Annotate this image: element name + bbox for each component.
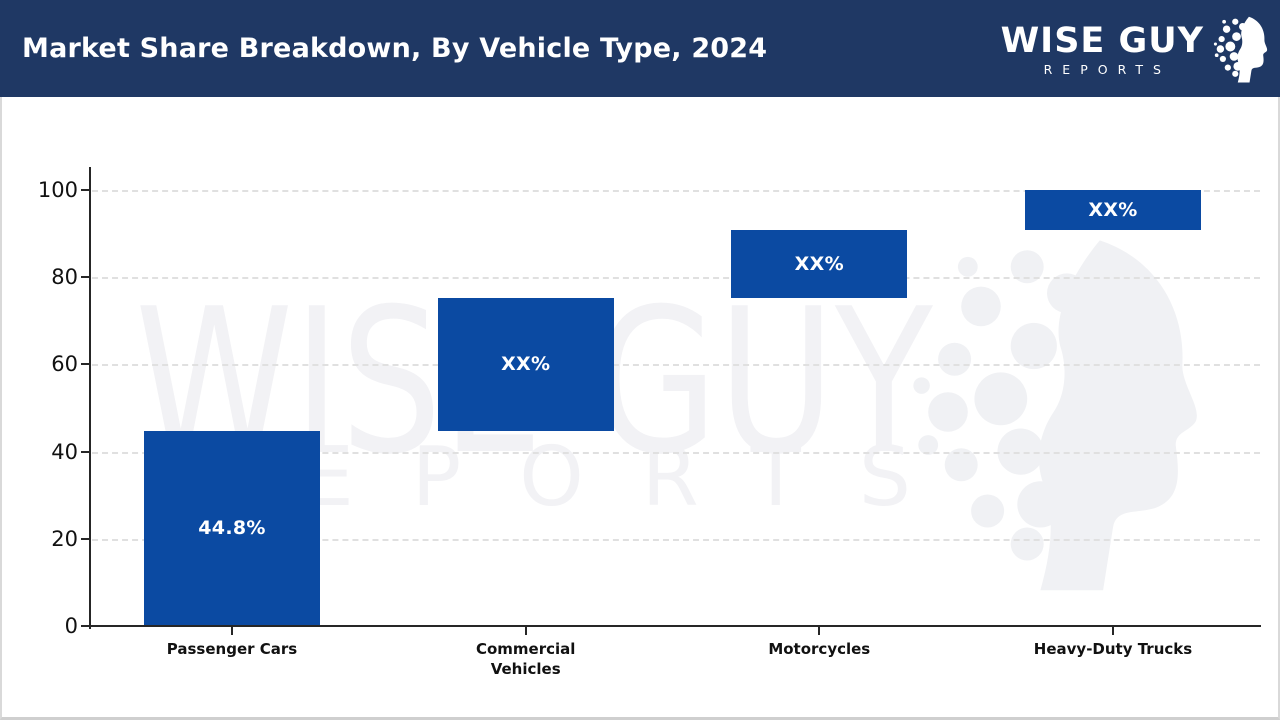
x-category-label: Passenger Cars bbox=[112, 639, 352, 659]
gridline-60 bbox=[92, 364, 1260, 367]
head-silhouette-logo-icon bbox=[1213, 16, 1268, 82]
bar-segment: XX% bbox=[1025, 189, 1201, 230]
y-tick-mark-0 bbox=[81, 625, 89, 627]
brand-wordmark: WISE GUY REPORTS bbox=[1000, 21, 1204, 78]
x-category-label: Commercial Vehicles bbox=[406, 639, 646, 680]
brand-name-text: WISE GUY bbox=[1000, 21, 1204, 61]
y-tick-label-40: 40 bbox=[51, 439, 78, 464]
gridline-20 bbox=[92, 538, 1260, 541]
bar-value-label: XX% bbox=[794, 252, 844, 275]
x-axis-line bbox=[89, 625, 1261, 627]
brand-logo: WISE GUY REPORTS bbox=[1001, 0, 1270, 97]
bar-value-label: XX% bbox=[501, 353, 551, 376]
bar-value-label: XX% bbox=[1088, 198, 1138, 221]
page-title: Market Share Breakdown, By Vehicle Type,… bbox=[22, 33, 768, 64]
y-tick-mark-100 bbox=[81, 188, 89, 191]
bar-value-label: 44.8% bbox=[198, 517, 266, 540]
y-tick-mark-40 bbox=[81, 450, 89, 453]
y-tick-mark-80 bbox=[81, 276, 89, 278]
y-tick-label-60: 60 bbox=[51, 352, 78, 377]
header-bar: Market Share Breakdown, By Vehicle Type,… bbox=[0, 0, 1280, 97]
x-category-label-line: Vehicles bbox=[490, 660, 561, 679]
y-tick-label-0: 0 bbox=[64, 614, 78, 638]
y-tick-mark-60 bbox=[81, 363, 89, 366]
x-category-label: Heavy-Duty Trucks bbox=[993, 639, 1233, 659]
gridline-40 bbox=[92, 451, 1260, 454]
y-axis-line bbox=[89, 167, 91, 629]
y-tick-label-20: 20 bbox=[51, 526, 78, 551]
x-category-label-line: Heavy-Duty Trucks bbox=[1033, 640, 1193, 658]
x-category-label: Motorcycles bbox=[699, 639, 939, 659]
y-tick-label-80: 80 bbox=[51, 265, 78, 289]
x-tick-mark bbox=[1112, 627, 1114, 635]
gridline-80 bbox=[92, 277, 1260, 279]
bar-segment: XX% bbox=[731, 229, 908, 298]
watermark-head-silhouette-icon bbox=[913, 240, 1197, 591]
x-tick-mark bbox=[818, 627, 821, 635]
bar-segment: XX% bbox=[437, 297, 614, 431]
brand-subtitle-text: REPORTS bbox=[1043, 62, 1171, 77]
gridline-100 bbox=[92, 189, 1260, 192]
y-tick-mark-20 bbox=[81, 537, 89, 540]
chart-area: WISE GUY REPORTS 0 20 40 60 80 100 44.8% XX% XX… bbox=[0, 97, 1280, 720]
bar-segment: 44.8% bbox=[144, 430, 320, 626]
x-category-label-line: Motorcycles bbox=[768, 640, 871, 658]
x-category-label-line: Passenger Cars bbox=[166, 640, 298, 658]
x-tick-mark bbox=[524, 627, 527, 635]
y-tick-label-100: 100 bbox=[37, 177, 78, 202]
x-category-label-line: Commercial bbox=[475, 640, 576, 658]
x-tick-mark bbox=[231, 627, 233, 635]
